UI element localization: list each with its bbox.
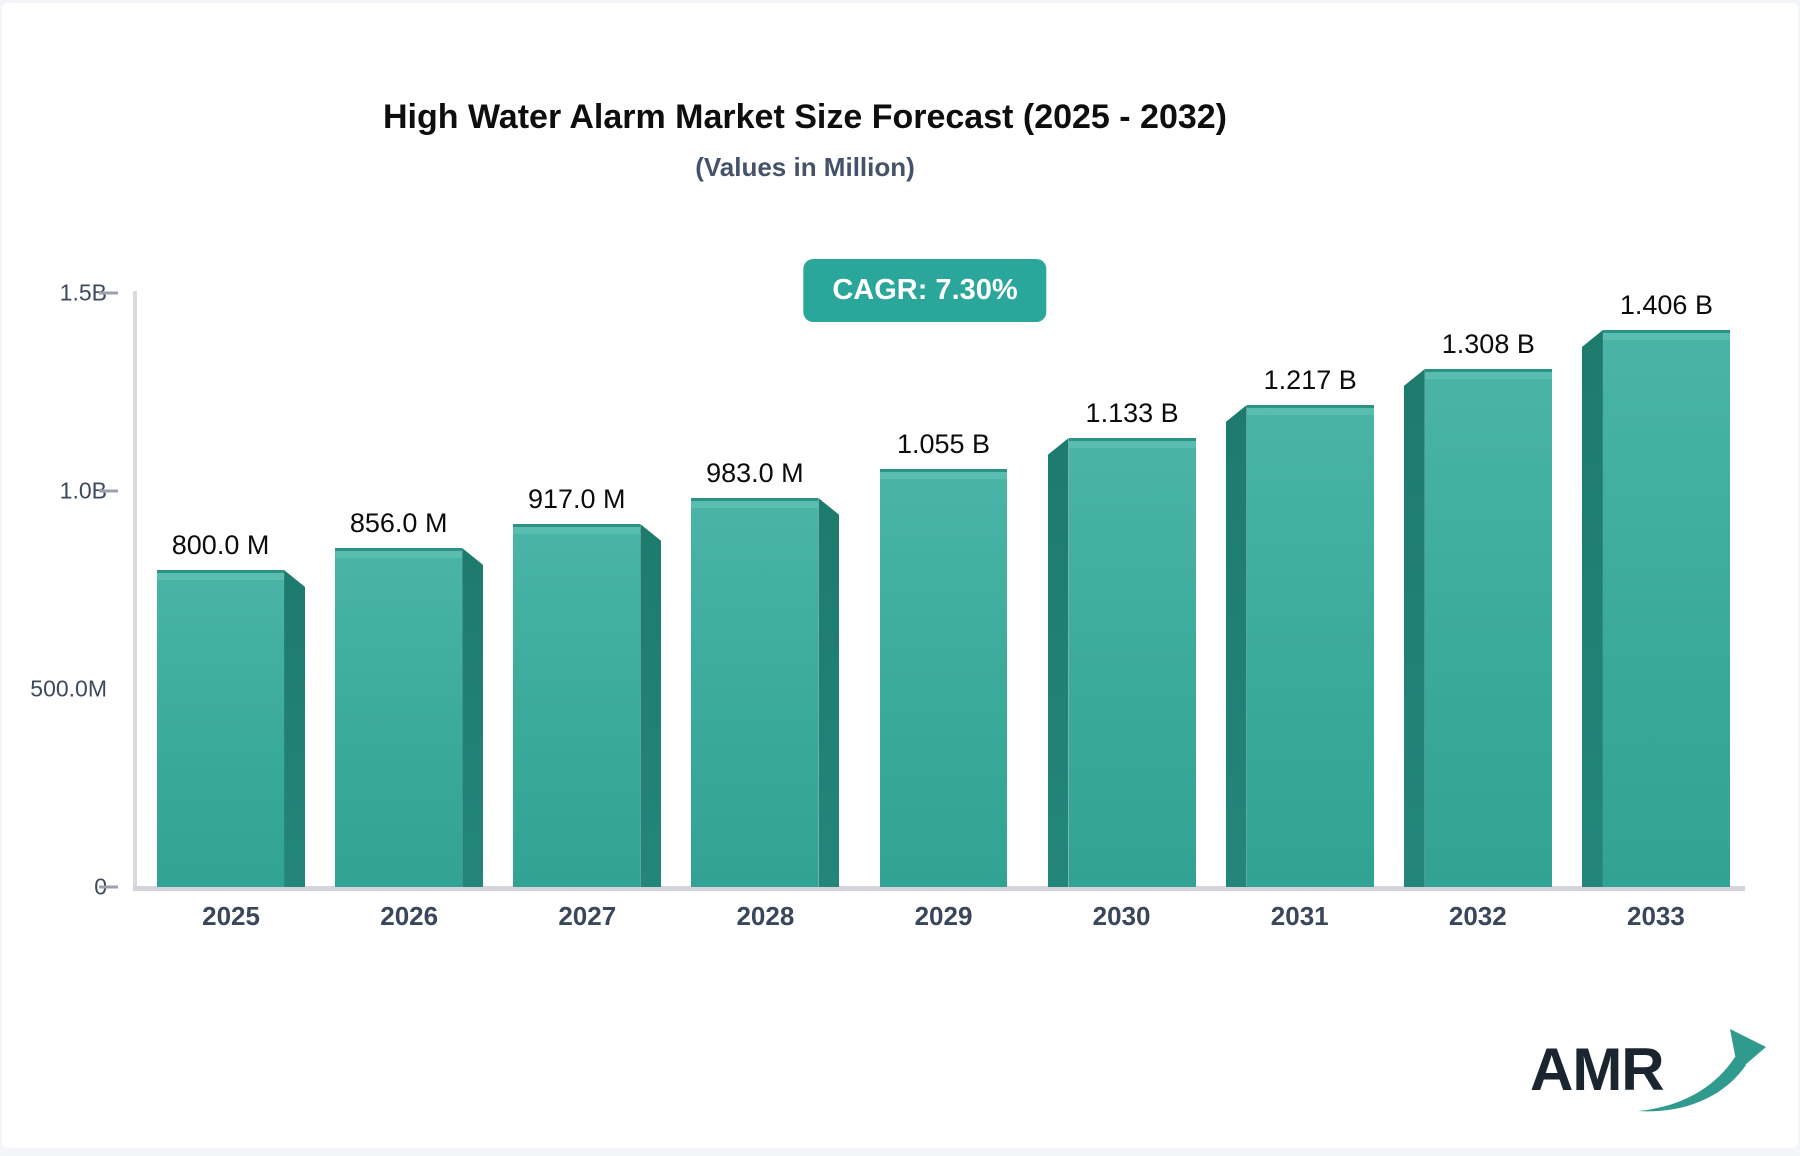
bar-2029: 1.055 B [879,429,1007,887]
bar-front-face [1424,369,1552,887]
bar-slot-2030: 1.133 B [1033,398,1211,887]
bar-side-face [818,498,840,887]
chart-card: High Water Alarm Market Size Forecast (2… [2,3,1798,1148]
x-axis-label-2032: 2032 [1448,901,1507,931]
bar-side-face [284,570,306,887]
bar-side-face [1403,369,1425,887]
bar-top-face [335,548,463,558]
bar-value-label: 1.406 B [1619,290,1713,320]
bar-front-face [1068,438,1196,887]
bar-chart: 1.5B 1.0B 500.0M 0 800.0 M 856.0 M 917.0 M 983… [2,3,1798,1148]
x-axis-labels: 2025 2026 2027 2028 2029 2030 2031 2032 2033 [142,901,1745,932]
y-tick-label: 500.0M [30,675,107,702]
bar-side-face [1047,438,1069,887]
x-axis-label-2029: 2029 [914,901,973,931]
chart-title: High Water Alarm Market Size Forecast (2… [382,98,1228,136]
x-axis-label-2028: 2028 [736,901,795,931]
bar-slot-2027: 917.0 M [498,484,676,887]
bar-slot-2028: 983.0 M [676,458,854,887]
y-tick-mark [99,489,118,493]
amr-logo: AMR [1530,1029,1766,1125]
x-axis-label-2027: 2027 [558,901,617,931]
bar-top-face [157,570,285,580]
bar-front-face [1602,330,1730,887]
y-tick-label: 1.0B [59,477,107,504]
bar-slot-2029: 1.055 B [854,429,1032,887]
bar-front-face [879,469,1007,887]
bar-top-face [1424,369,1552,379]
bar-2028: 983.0 M [691,458,840,887]
bar-side-face [462,548,484,887]
bar-2030: 1.133 B [1047,398,1196,887]
bar-front-face [335,548,463,887]
bar-top-face [1068,438,1196,448]
bar-value-label: 1.055 B [896,429,991,459]
bar-value-label: 856.0 M [349,508,448,538]
bar-top-face [513,524,641,534]
x-axis-label-2033: 2033 [1627,901,1685,931]
bar-front-face [513,524,641,887]
x-axis-label-2030: 2030 [1092,901,1151,931]
bar-top-face [879,469,1007,479]
amr-logo-text: AMR [1530,1036,1665,1103]
bar-side-face [1581,330,1603,887]
bar-2025: 800.0 M [157,530,306,887]
bar-side-face [640,524,662,887]
bar-2033: 1.406 B [1581,290,1730,887]
bar-value-label: 800.0 M [171,530,270,560]
bar-slot-2026: 856.0 M [320,508,498,887]
amr-logo-arrow-icon [1638,1029,1766,1112]
bar-side-face [1225,405,1247,887]
x-axis-label-2025: 2025 [202,901,260,931]
bar-front-face [157,570,285,887]
bar-top-face [1602,330,1730,340]
bar-value-label: 983.0 M [706,458,804,488]
bar-front-face [1246,405,1374,887]
bar-front-face [691,498,819,887]
bar-slot-2031: 1.217 B [1211,365,1389,887]
x-axis-line [133,886,1745,891]
bar-top-face [691,498,819,508]
cagr-badge: CAGR: 7.30% [803,259,1047,322]
bar-2032: 1.308 B [1403,329,1552,887]
bars-area: 800.0 M 856.0 M 917.0 M 983.0 M 1.055 B 1.133… [142,3,1745,887]
bar-2027: 917.0 M [513,484,662,887]
x-axis-label-2031: 2031 [1270,901,1329,931]
bar-slot-2033: 1.406 B [1567,290,1745,887]
y-axis-line [133,291,137,891]
y-tick-mark [99,885,118,889]
y-tick-label: 1.5B [59,279,107,306]
y-tick-label: 0 [2,874,107,901]
y-tick-mark [99,291,118,295]
bar-top-face [1246,405,1374,415]
bar-2026: 856.0 M [335,508,484,887]
bar-value-label: 1.133 B [1085,398,1179,428]
bar-2031: 1.217 B [1225,365,1374,887]
bar-value-label: 1.308 B [1441,329,1535,359]
x-axis-label-2026: 2026 [380,901,439,931]
chart-subtitle: (Values in Million) [695,152,915,182]
bar-value-label: 1.217 B [1263,365,1357,395]
bar-value-label: 917.0 M [527,484,626,514]
bar-slot-2032: 1.308 B [1389,329,1567,887]
bar-slot-2025: 800.0 M [142,530,320,887]
